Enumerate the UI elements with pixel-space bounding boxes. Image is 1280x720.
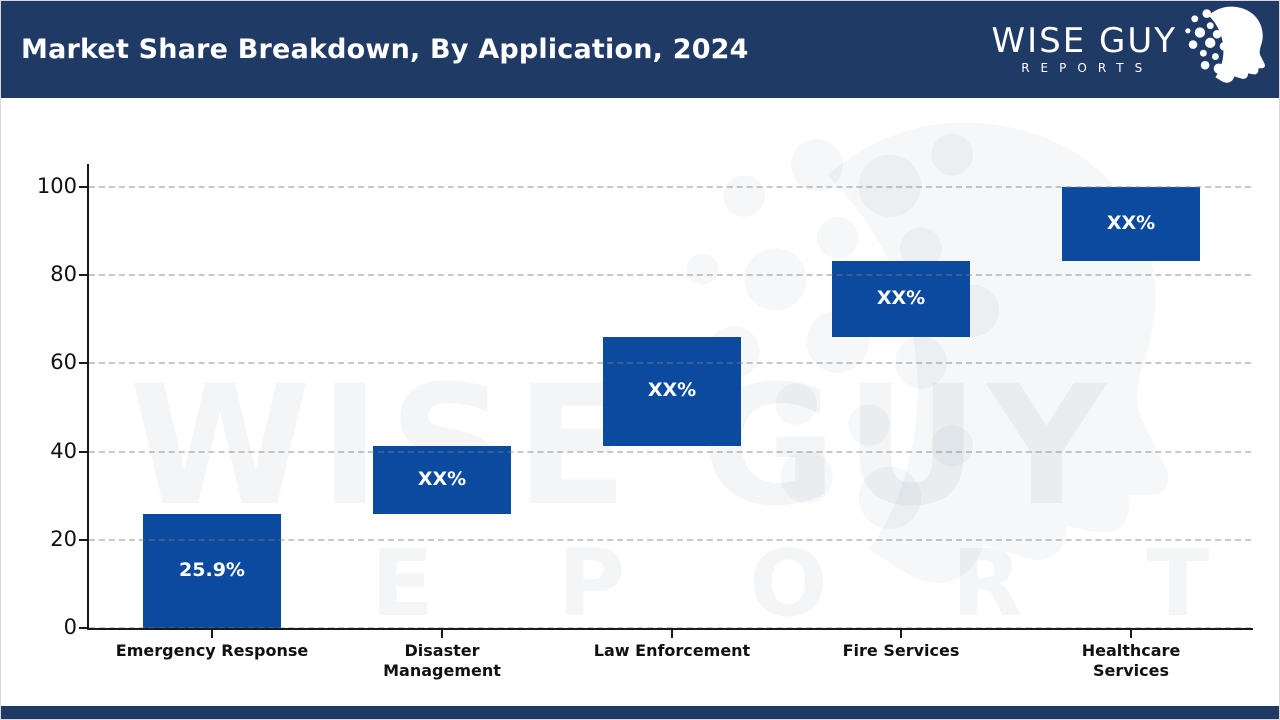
y-tick-100 (79, 186, 88, 188)
bar-emergency-response: 25.9% (143, 513, 281, 628)
y-tick-label-20: 20 (50, 526, 77, 551)
y-tick-label-80: 80 (50, 262, 77, 287)
x-category-label: Emergency Response (115, 641, 309, 660)
bar-law-enforcement: XX% (603, 336, 741, 446)
y-tick-label-0: 0 (63, 615, 77, 639)
x-category-label: Disaster Management (383, 641, 501, 681)
x-category-label: Fire Services (842, 641, 960, 660)
x-tick-2 (671, 630, 673, 638)
y-tick-60 (79, 362, 88, 365)
x-tick-4 (1130, 630, 1132, 638)
bar-value-label: XX% (647, 379, 697, 402)
bar-value-label: 25.9% (179, 558, 245, 581)
y-tick-0 (79, 627, 88, 629)
page-title: Market Share Breakdown, By Application, … (21, 34, 749, 65)
head-silhouette-icon (1181, 5, 1267, 95)
footer-bar (1, 706, 1279, 719)
y-tick-40 (79, 450, 88, 453)
gridline-80 (89, 274, 1251, 277)
gridline-60 (89, 362, 1251, 365)
brand-logo: WISE GUY REPORTS (991, 5, 1267, 95)
brand-logo-text: WISE GUY REPORTS (991, 20, 1177, 76)
y-tick-80 (79, 274, 88, 277)
gridline-20 (89, 538, 1251, 541)
x-tick-0 (211, 630, 213, 638)
bar-fire-services: XX% (832, 261, 970, 337)
gridline-100 (89, 186, 1251, 188)
watermark-text-2: R E P O R T S (176, 530, 1279, 637)
x-category-label: Healthcare Services (1081, 641, 1181, 681)
y-axis-line (87, 164, 89, 630)
gridline-40 (89, 450, 1251, 453)
header-bar: Market Share Breakdown, By Application, … (1, 1, 1279, 98)
y-tick-label-60: 60 (50, 350, 77, 375)
y-tick-20 (79, 538, 88, 541)
brand-subtitle: REPORTS (1021, 61, 1154, 76)
bar-disaster-management: XX% (373, 445, 511, 514)
bar-value-label: XX% (876, 287, 926, 310)
brand-name: WISE GUY (991, 20, 1177, 61)
y-tick-label-40: 40 (50, 438, 77, 463)
x-tick-1 (441, 630, 443, 638)
bar-healthcare-services: XX% (1062, 187, 1200, 262)
y-tick-label-100: 100 (36, 174, 77, 198)
x-axis-line (87, 628, 1253, 630)
x-category-label: Law Enforcement (593, 641, 751, 660)
bar-value-label: XX% (417, 467, 467, 490)
bar-value-label: XX% (1106, 212, 1156, 235)
x-tick-3 (900, 630, 902, 638)
